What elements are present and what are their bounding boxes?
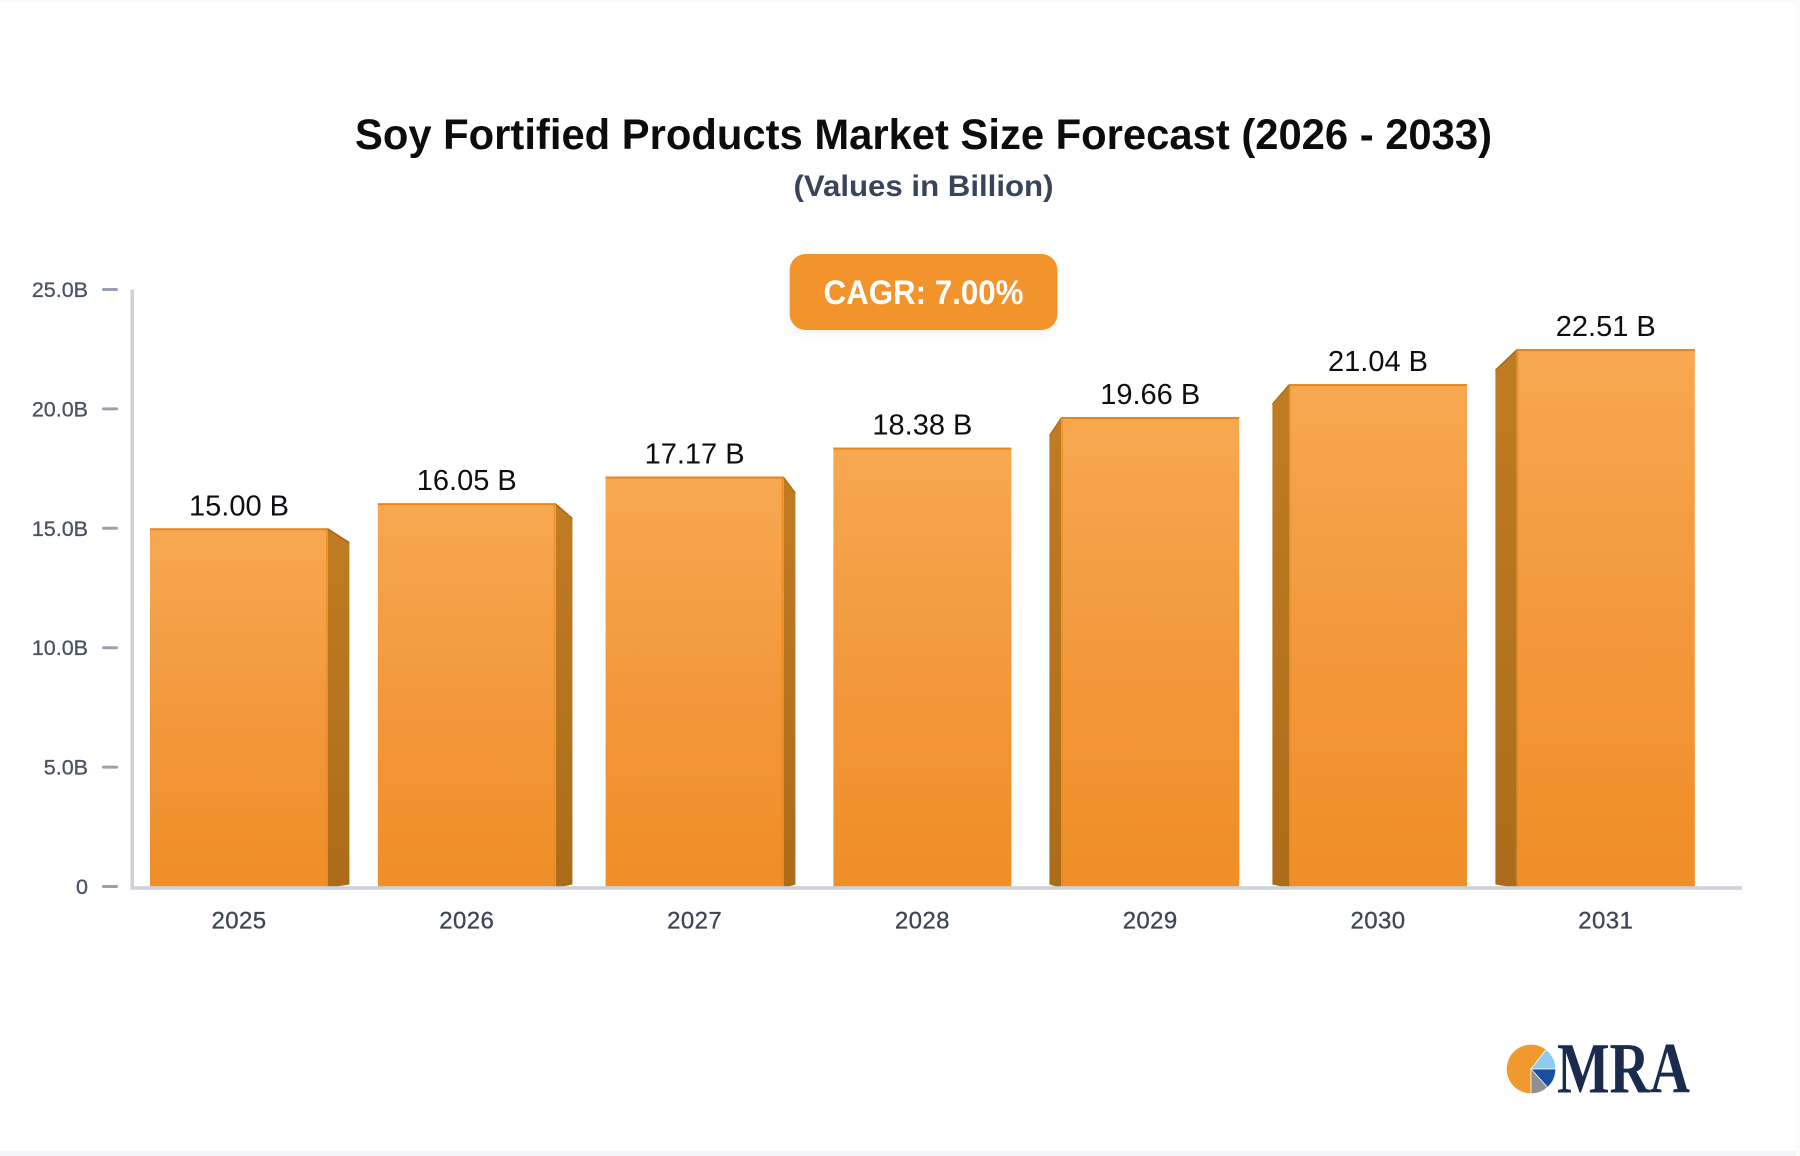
svg-text:0: 0 — [76, 875, 88, 899]
svg-text:18.38 B: 18.38 B — [872, 410, 972, 442]
svg-text:Soy Fortified Products Market: Soy Fortified Products Market Size Forec… — [355, 111, 1492, 159]
svg-text:15.00 B: 15.00 B — [189, 490, 289, 522]
svg-text:2029: 2029 — [1123, 908, 1178, 935]
svg-text:MRA: MRA — [1557, 1029, 1690, 1109]
svg-text:2025: 2025 — [212, 908, 267, 935]
svg-text:2031: 2031 — [1578, 908, 1633, 935]
svg-text:(Values in Billion): (Values in Billion) — [794, 170, 1054, 203]
svg-text:22.51 B: 22.51 B — [1556, 311, 1656, 343]
svg-text:20.0B: 20.0B — [32, 397, 88, 421]
svg-text:2030: 2030 — [1351, 908, 1406, 935]
svg-text:10.0B: 10.0B — [32, 636, 88, 660]
svg-text:2027: 2027 — [667, 908, 722, 935]
svg-text:17.17 B: 17.17 B — [645, 439, 745, 471]
svg-text:2026: 2026 — [439, 908, 494, 935]
svg-text:5.0B: 5.0B — [44, 756, 88, 780]
svg-text:CAGR: 7.00%: CAGR: 7.00% — [824, 274, 1024, 312]
svg-text:21.04 B: 21.04 B — [1328, 346, 1428, 378]
svg-text:2028: 2028 — [895, 908, 950, 935]
svg-text:19.66 B: 19.66 B — [1100, 379, 1200, 411]
svg-text:15.0B: 15.0B — [32, 517, 88, 541]
svg-text:25.0B: 25.0B — [32, 278, 88, 302]
svg-text:16.05 B: 16.05 B — [417, 465, 517, 497]
